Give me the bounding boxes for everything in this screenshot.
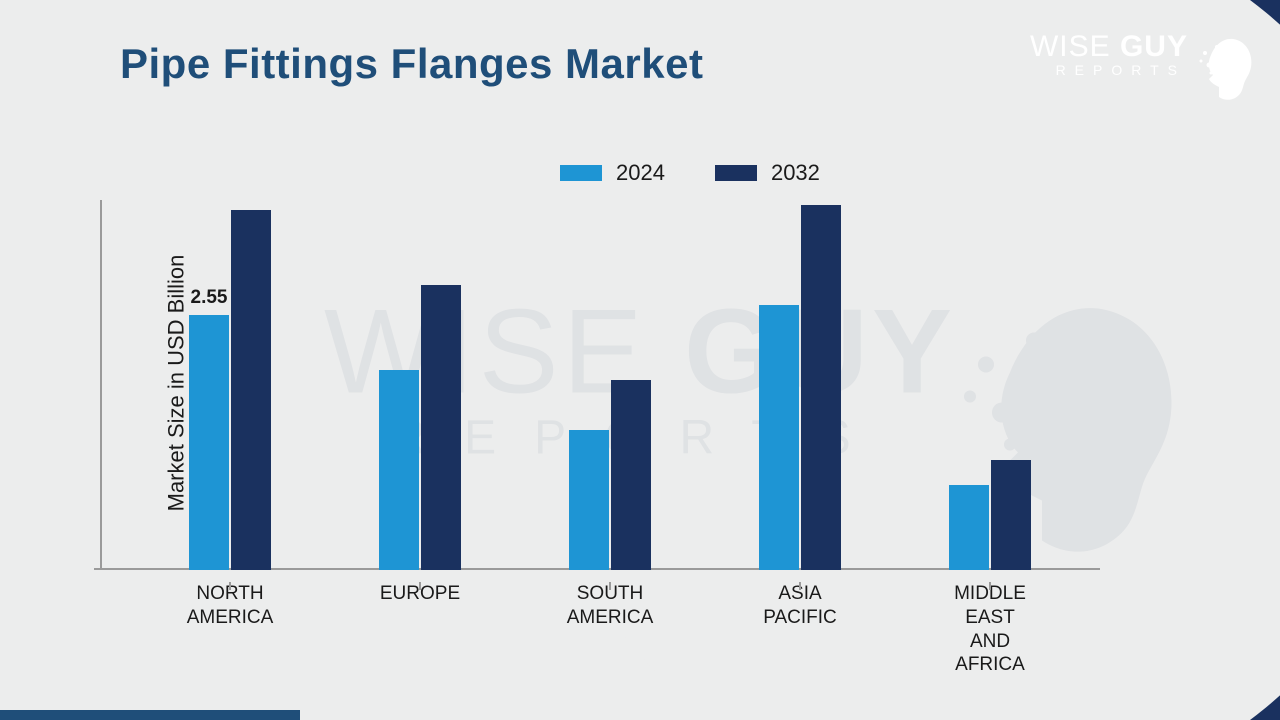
category-label: MIDDLEEASTANDAFRICA: [900, 582, 1080, 677]
brand-logo: WISE GUY REPORTS: [1030, 30, 1250, 78]
bar-2024: [949, 485, 989, 570]
legend-label: 2032: [771, 160, 820, 186]
category-tick: [609, 582, 611, 590]
bar-2032: [611, 380, 651, 570]
bar-2032: [801, 205, 841, 570]
legend-item: 2032: [715, 160, 820, 186]
category-label: SOUTHAMERICA: [520, 582, 700, 630]
head-silhouette-icon: [1195, 35, 1255, 105]
bar-2024: [189, 315, 229, 570]
legend-swatch: [560, 165, 602, 181]
category-label: ASIAPACIFIC: [710, 582, 890, 630]
bar-2024: [379, 370, 419, 570]
legend-swatch: [715, 165, 757, 181]
legend-item: 2024: [560, 160, 665, 186]
bottom-accent-bar: [0, 710, 300, 720]
category-tick: [229, 582, 231, 590]
brand-text-guy: GUY: [1111, 30, 1188, 63]
category-tick: [799, 582, 801, 590]
y-axis-line: [100, 200, 102, 570]
legend-label: 2024: [616, 160, 665, 186]
plot-area: 2.55NORTHAMERICAEUROPESOUTHAMERICAASIAPA…: [100, 200, 1100, 570]
bar-2024: [569, 430, 609, 570]
legend: 2024 2032: [560, 160, 820, 186]
category-tick: [419, 582, 421, 590]
bar-2024: [759, 305, 799, 570]
category-label: EUROPE: [330, 582, 510, 606]
chart-title: Pipe Fittings Flanges Market: [120, 40, 703, 88]
bar-2032: [421, 285, 461, 570]
page: WISE GUY REPORTS WISE GUY REPORTS Pipe F…: [0, 0, 1280, 720]
category-tick: [989, 582, 991, 590]
brand-text-wise: WISE: [1030, 30, 1111, 63]
bar-2032: [231, 210, 271, 570]
bar-2032: [991, 460, 1031, 570]
category-label: NORTHAMERICA: [140, 582, 320, 630]
